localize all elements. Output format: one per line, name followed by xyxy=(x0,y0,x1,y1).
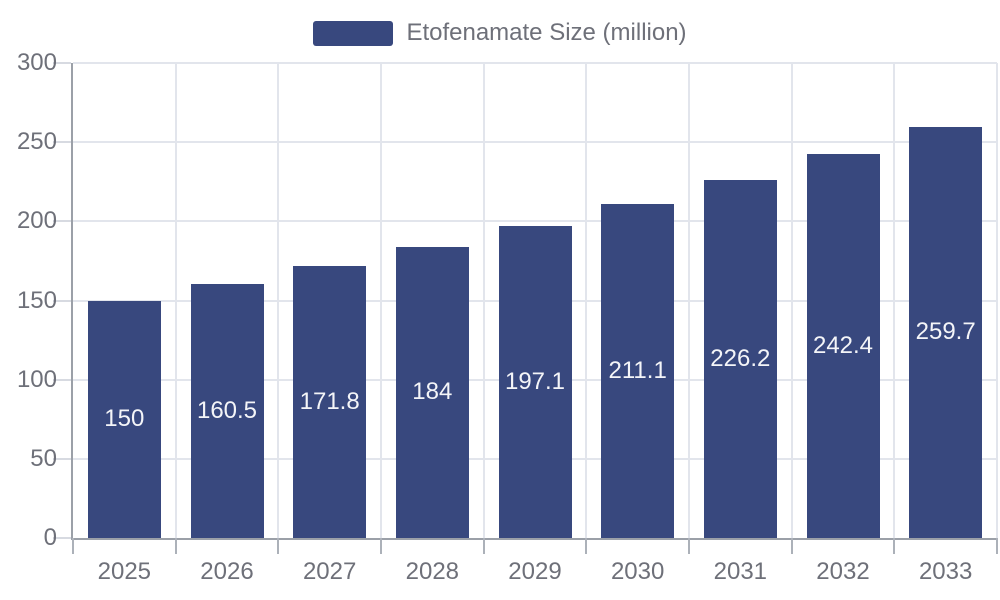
x-axis-label: 2028 xyxy=(405,558,460,585)
legend[interactable]: Etofenamate Size (million) xyxy=(0,19,1000,47)
x-axis-line xyxy=(71,538,997,540)
y-axis-label: 200 xyxy=(16,207,57,235)
y-axis-label: 100 xyxy=(16,365,57,393)
gridline-horizontal xyxy=(73,62,997,64)
x-axis-tick xyxy=(277,538,280,554)
x-axis-label: 2025 xyxy=(97,558,152,585)
bar-2026[interactable] xyxy=(190,283,264,538)
gridline-vertical xyxy=(174,63,177,538)
gridline-vertical xyxy=(482,63,485,538)
bar-value-label: 160.5 xyxy=(196,396,258,424)
y-axis-tick xyxy=(53,220,71,223)
bar-2030[interactable] xyxy=(601,203,675,538)
x-axis-label: 2033 xyxy=(918,558,973,585)
x-axis-tick xyxy=(790,538,793,554)
x-axis-label: 2029 xyxy=(508,558,562,585)
x-axis-tick xyxy=(482,538,485,554)
y-axis-tick xyxy=(53,299,71,302)
bar-value-label: 171.8 xyxy=(299,387,360,415)
y-axis-label: 150 xyxy=(16,286,57,314)
gridline-vertical xyxy=(790,63,793,538)
x-axis-tick xyxy=(72,538,74,554)
y-axis-line xyxy=(71,63,73,540)
legend-swatch xyxy=(313,20,394,46)
x-axis-tick xyxy=(174,538,177,554)
x-axis-tick xyxy=(996,538,998,554)
y-axis-label: 250 xyxy=(16,128,57,156)
x-axis-label: 2027 xyxy=(302,558,357,585)
bar-2025[interactable] xyxy=(87,300,161,538)
bar-value-label: 226.2 xyxy=(710,344,771,372)
x-axis-tick xyxy=(585,538,588,554)
x-axis-label: 2030 xyxy=(610,558,665,585)
bar-value-label: 184 xyxy=(412,378,453,406)
bar-value-label: 259.7 xyxy=(915,318,976,346)
bar-2027[interactable] xyxy=(293,265,367,538)
x-axis-label: 2032 xyxy=(816,558,870,585)
x-axis-tick xyxy=(893,538,896,554)
gridline-vertical xyxy=(688,63,690,538)
bar-2029[interactable] xyxy=(498,225,572,538)
y-axis-tick xyxy=(53,537,71,539)
y-axis-tick xyxy=(53,62,71,64)
bar-value-label: 242.4 xyxy=(812,332,874,360)
gridline-vertical xyxy=(996,63,998,538)
gridline-horizontal xyxy=(73,141,997,144)
y-axis-label: 50 xyxy=(30,444,57,472)
bar-2031[interactable] xyxy=(703,179,777,538)
gridline-vertical xyxy=(380,63,382,538)
y-axis-tick xyxy=(53,141,71,144)
bar-value-label: 150 xyxy=(104,405,145,433)
bar-value-label: 211.1 xyxy=(608,356,667,384)
bar-value-label: 197.1 xyxy=(504,367,566,395)
y-axis-label: 0 xyxy=(43,524,57,551)
bar-2028[interactable] xyxy=(395,246,469,538)
y-axis-tick xyxy=(53,457,71,460)
x-axis-label: 2031 xyxy=(713,558,768,585)
bar-2033[interactable] xyxy=(909,126,983,538)
bar-2032[interactable] xyxy=(806,154,880,538)
y-axis-label: 300 xyxy=(16,49,57,76)
gridline-vertical xyxy=(277,63,280,538)
legend-label: Etofenamate Size (million) xyxy=(406,19,687,46)
y-axis-tick xyxy=(53,378,71,381)
x-axis-tick xyxy=(380,538,382,554)
x-axis-label: 2026 xyxy=(200,558,254,585)
gridline-vertical xyxy=(585,63,588,538)
gridline-horizontal xyxy=(73,220,997,223)
plot-area: 150 160.5 171.8 184 197.1 211.1 226.2 242.4 259.… xyxy=(53,62,998,554)
gridline-vertical xyxy=(893,63,896,538)
x-axis-tick xyxy=(688,538,690,554)
